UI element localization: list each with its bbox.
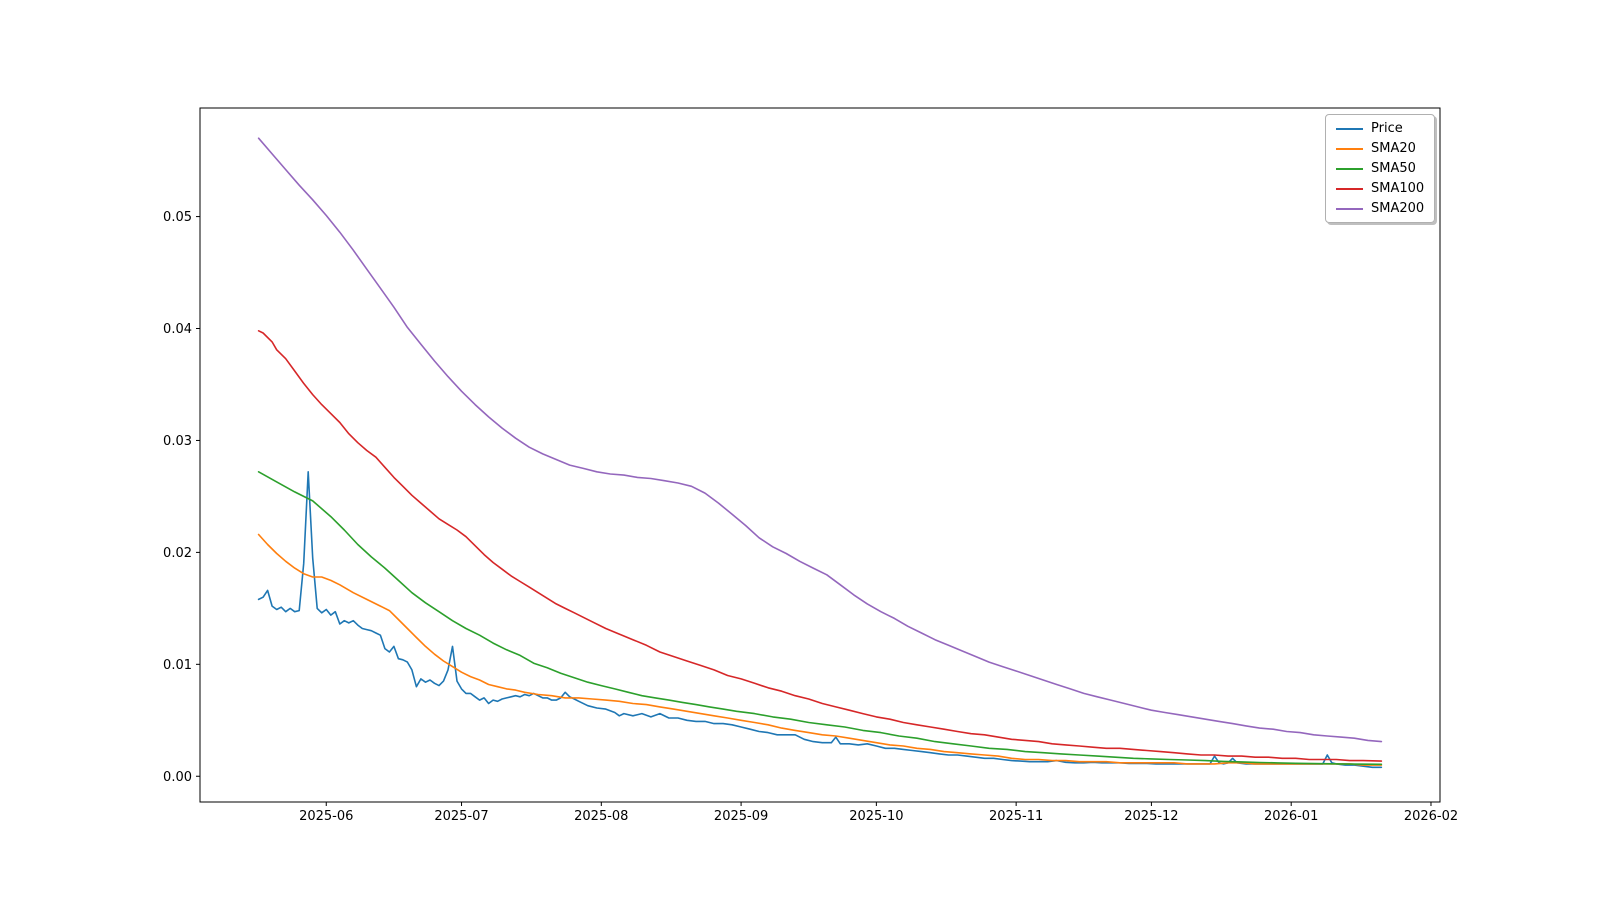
legend-item-sma200: SMA200 bbox=[1336, 202, 1426, 215]
legend-line-sample bbox=[1336, 147, 1363, 150]
legend-item-sma20: SMA20 bbox=[1336, 142, 1426, 155]
series-line-sma100 bbox=[257, 329, 1383, 762]
x-tick-label: 2025-06 bbox=[299, 809, 353, 824]
x-tick-label: 2025-08 bbox=[574, 809, 628, 824]
y-tick-label: 0.05 bbox=[163, 210, 192, 225]
x-tick-label: 2025-07 bbox=[434, 809, 488, 824]
y-tick-label: 0.03 bbox=[163, 434, 192, 449]
series-line-sma50 bbox=[257, 470, 1383, 766]
legend-item-price: Price bbox=[1336, 122, 1426, 135]
legend-item-sma100: SMA100 bbox=[1336, 182, 1426, 195]
x-tick-label: 2025-11 bbox=[989, 809, 1043, 824]
legend-label: SMA20 bbox=[1371, 141, 1416, 156]
x-tick-label: 2025-10 bbox=[849, 809, 903, 824]
legend-label: SMA100 bbox=[1371, 181, 1425, 196]
x-tick-label: 2025-09 bbox=[714, 809, 768, 824]
series-line-sma200 bbox=[257, 137, 1383, 743]
y-tick-label: 0.00 bbox=[163, 770, 192, 785]
x-tick-label: 2025-12 bbox=[1124, 809, 1178, 824]
legend-line-sample bbox=[1336, 167, 1363, 170]
legend-line-sample bbox=[1336, 127, 1363, 130]
legend-label: Price bbox=[1371, 121, 1403, 136]
legend-label: SMA200 bbox=[1371, 201, 1425, 216]
legend: Price SMA20 SMA50 SMA100 SMA200 bbox=[1325, 114, 1435, 223]
legend-label: SMA50 bbox=[1371, 161, 1416, 176]
series-line-sma20 bbox=[257, 533, 1383, 766]
plot-border bbox=[199, 107, 1441, 803]
legend-item-sma50: SMA50 bbox=[1336, 162, 1426, 175]
x-tick-label: 2026-02 bbox=[1404, 809, 1458, 824]
legend-line-sample bbox=[1336, 187, 1363, 190]
series-line-price bbox=[257, 470, 1383, 769]
y-tick-label: 0.02 bbox=[163, 546, 192, 561]
y-tick-label: 0.04 bbox=[163, 322, 192, 337]
legend-line-sample bbox=[1336, 207, 1363, 210]
x-tick-label: 2026-01 bbox=[1264, 809, 1318, 824]
y-tick-label: 0.01 bbox=[163, 658, 192, 673]
